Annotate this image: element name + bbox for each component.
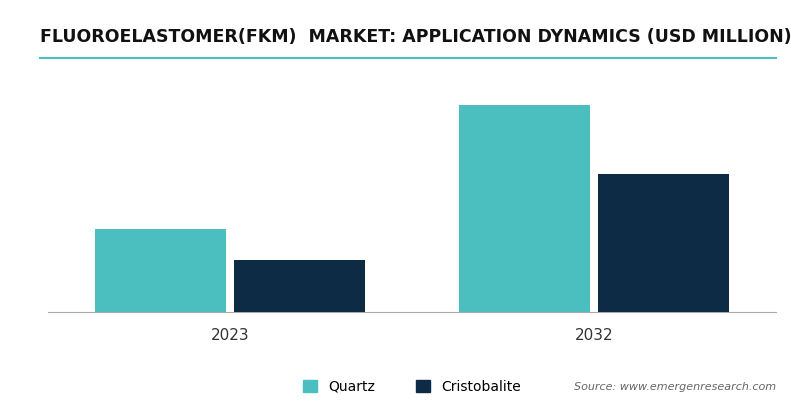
- Text: Source: www.emergenresearch.com: Source: www.emergenresearch.com: [574, 382, 776, 392]
- Legend: Quartz, Cristobalite: Quartz, Cristobalite: [298, 374, 526, 399]
- Text: FLUOROELASTOMER(FKM)  MARKET: APPLICATION DYNAMICS (USD MILLION): FLUOROELASTOMER(FKM) MARKET: APPLICATION…: [40, 28, 792, 46]
- Bar: [598, 174, 729, 312]
- Bar: [95, 229, 226, 312]
- Bar: [459, 105, 590, 312]
- Bar: [234, 260, 365, 312]
